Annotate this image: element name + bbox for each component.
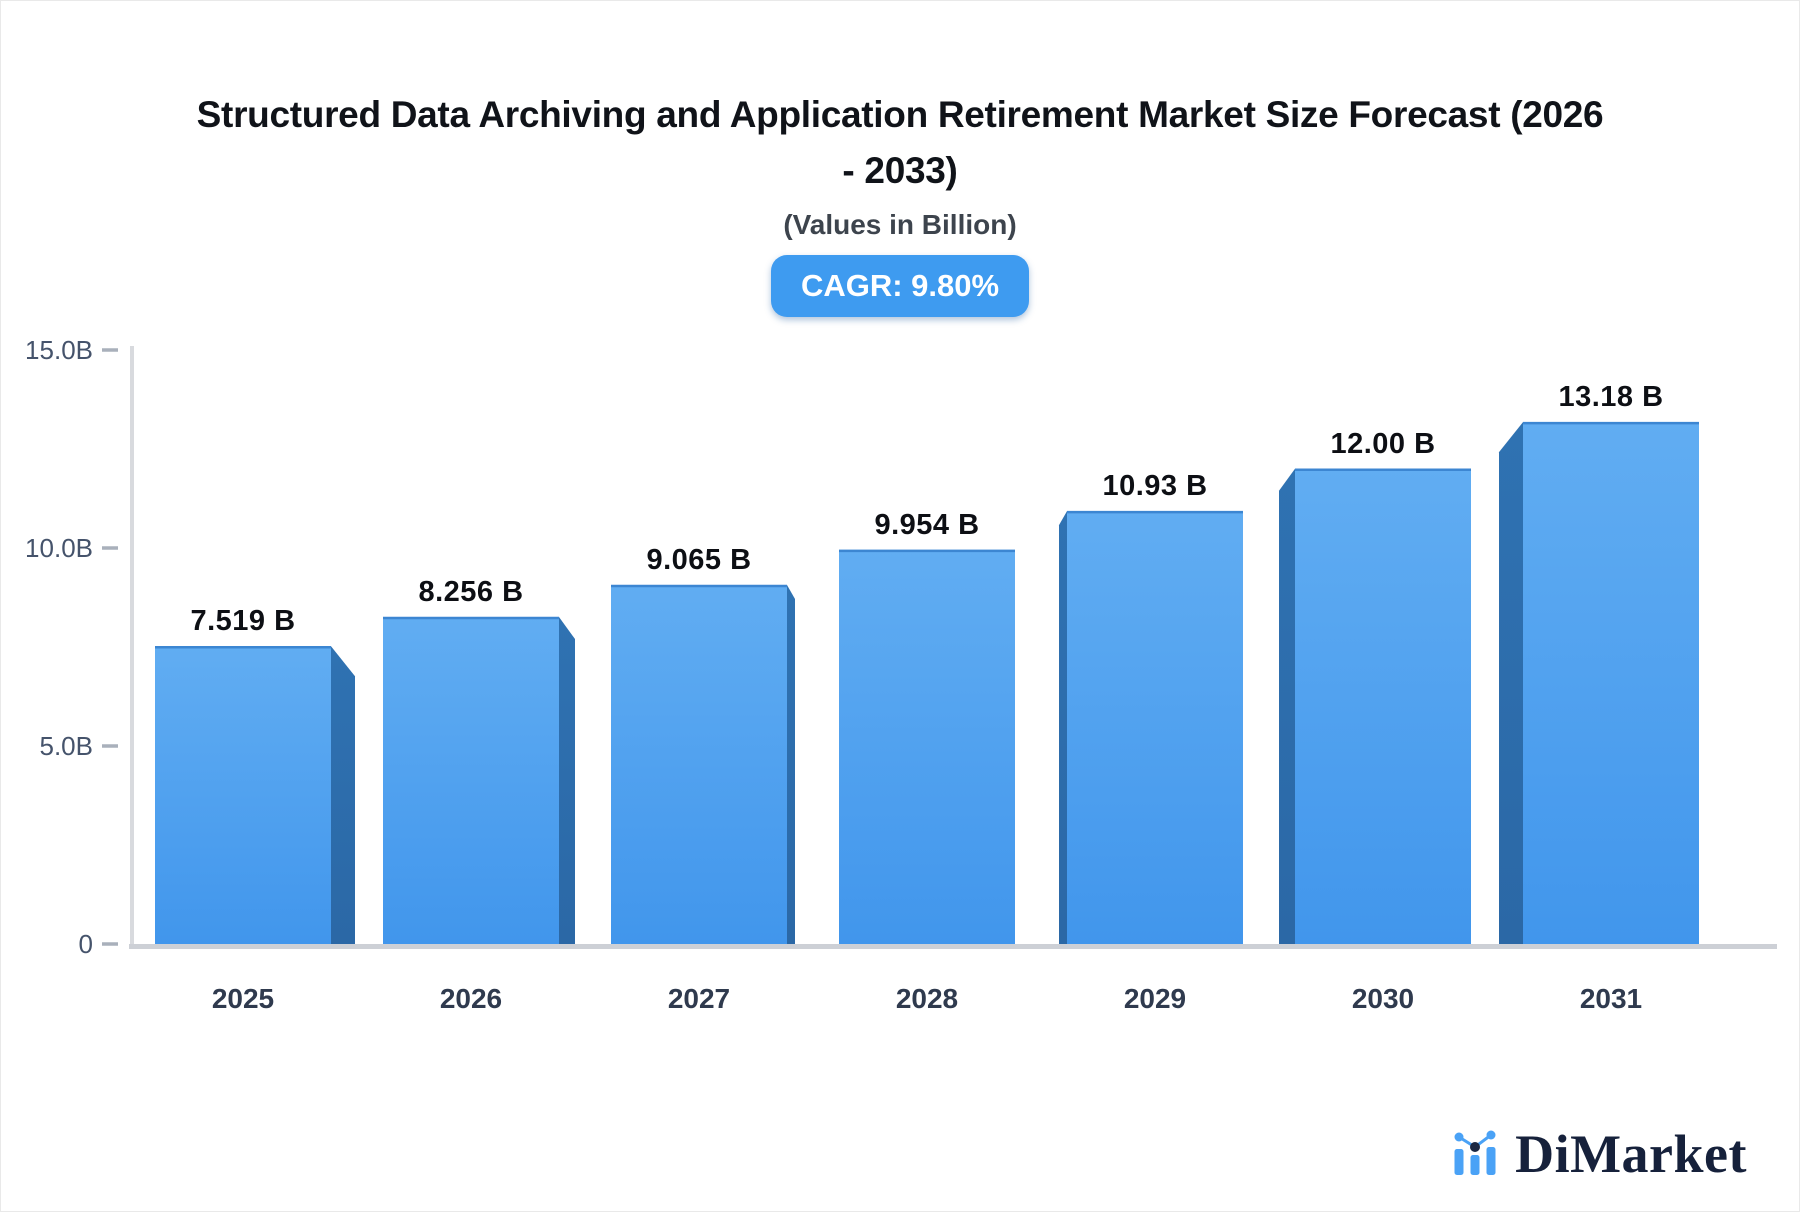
value-label-2026: 8.256 B	[418, 576, 523, 608]
logo-text: DiMarket	[1515, 1124, 1747, 1184]
value-label-2030: 12.00 B	[1330, 428, 1435, 460]
bar-2026	[383, 617, 559, 944]
y-tick-label: 10.0B	[25, 533, 93, 563]
bar-2031	[1523, 422, 1699, 944]
bar-2029	[1067, 511, 1243, 944]
x-label-2029: 2029	[1124, 983, 1186, 1014]
chart-subtitle: (Values in Billion)	[783, 209, 1017, 240]
chart-header: Structured Data Archiving and Applicatio…	[1, 87, 1799, 317]
bar-2025	[155, 646, 331, 944]
bar-side-2025	[331, 646, 355, 944]
value-label-2025: 7.519 B	[190, 605, 295, 637]
bar-side-2026	[559, 617, 575, 944]
x-label-2031: 2031	[1580, 983, 1642, 1014]
value-label-2029: 10.93 B	[1102, 470, 1207, 502]
bar-2027	[611, 585, 787, 944]
value-label-2027: 9.065 B	[646, 544, 751, 576]
value-label-2028: 9.954 B	[874, 509, 979, 541]
y-tick-label: 5.0B	[40, 731, 94, 761]
mini-bar-chart-icon	[1454, 1130, 1496, 1175]
dimarket-logo: DiMarket	[1453, 1127, 1747, 1181]
x-label-2025: 2025	[212, 983, 274, 1014]
bar-side-2030	[1279, 468, 1295, 944]
bar-side-2029	[1059, 511, 1067, 944]
bar-side-2031	[1499, 422, 1523, 944]
chart-title-line-2: - 2033)	[842, 150, 958, 191]
x-label-2027: 2027	[668, 983, 730, 1014]
x-label-2028: 2028	[896, 983, 958, 1014]
bar-2030	[1295, 468, 1471, 944]
x-label-2030: 2030	[1352, 983, 1414, 1014]
value-label-2031: 13.18 B	[1558, 381, 1663, 413]
chart-title-line-1: Structured Data Archiving and Applicatio…	[196, 94, 1604, 135]
y-tick-label: 0	[79, 929, 93, 959]
bar-side-2027	[787, 585, 795, 944]
bar-chart: 0 5.0B 10.0B 15.0B 7.519 B 2025 8.256 B 2026 9.0…	[1, 301, 1799, 1061]
cagr-badge: CAGR: 9.80%	[770, 255, 1030, 317]
y-tick-label: 15.0B	[25, 335, 93, 365]
bar-2028	[839, 549, 1015, 944]
x-label-2026: 2026	[440, 983, 502, 1014]
